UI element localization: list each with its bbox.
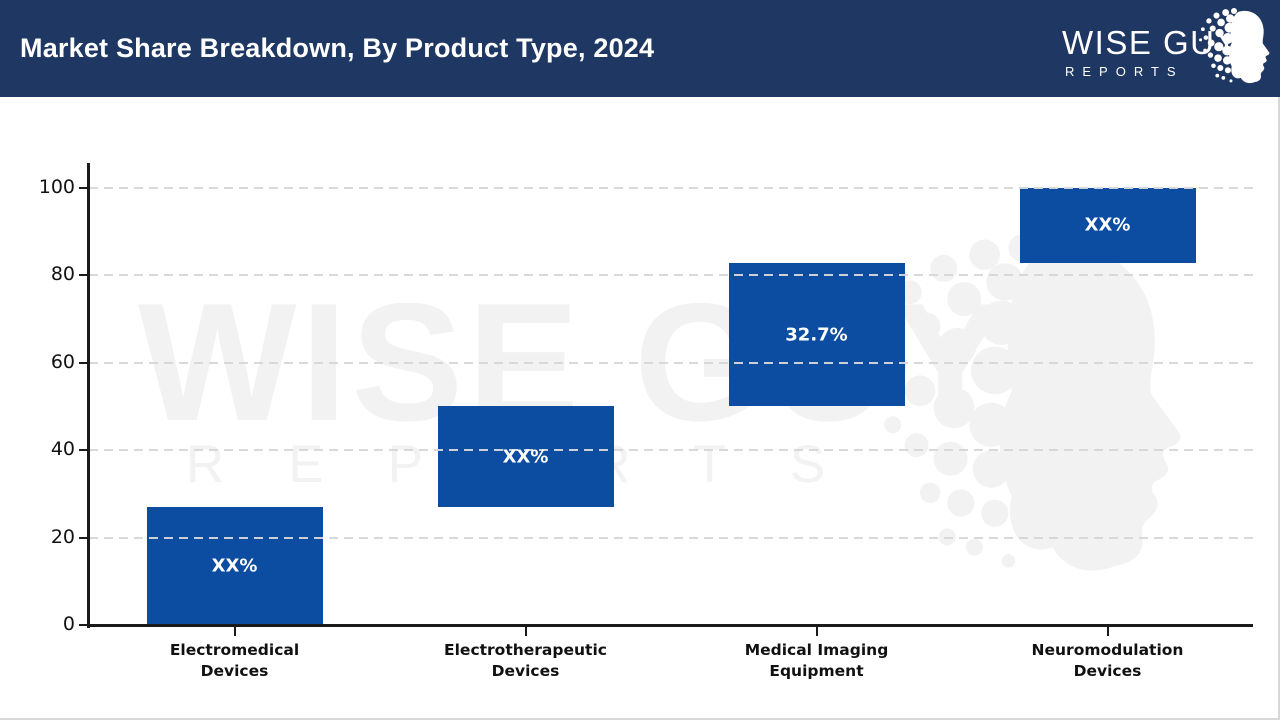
y-tick-mark (79, 186, 88, 189)
y-tick-label: 100 (38, 175, 75, 198)
y-tick-mark (79, 361, 88, 364)
x-category-label-line: Medical Imaging (744, 641, 889, 659)
x-category-label-line: Neuromodulation (1031, 641, 1184, 659)
y-tick-mark (79, 449, 88, 451)
page-bottom-border (0, 718, 1280, 720)
x-tick-mark (815, 627, 818, 636)
chart-title: Market Share Breakdown, By Product Type,… (20, 33, 655, 63)
bar-2 (437, 406, 614, 507)
gridline-20 (89, 536, 1253, 539)
x-category-label: Neuromodulation Devices (968, 640, 1248, 682)
bar-value-label: XX% (211, 555, 258, 577)
gridline-100 (89, 186, 1253, 189)
x-category-label-line: Electrotherapeutic (444, 641, 607, 659)
header-bar: Market Share Breakdown, By Product Type,… (0, 0, 1280, 97)
gridline-60 (89, 361, 1253, 364)
gridline-80 (89, 274, 1253, 276)
x-category-label: Medical Imaging Equipment (677, 640, 957, 682)
x-category-label-line: Equipment (769, 661, 864, 680)
y-tick-mark (79, 274, 88, 276)
brand-face-icon (1199, 7, 1270, 84)
x-category-label-line: Electromedical (169, 641, 300, 659)
bar-value-label: 32.7% (785, 324, 848, 346)
y-tick-label: 80 (50, 263, 75, 285)
x-tick-mark (524, 627, 527, 636)
bar-1 (146, 506, 323, 625)
y-tick-label: 20 (50, 525, 75, 548)
x-axis-line (87, 624, 1253, 627)
brand-subtitle: REPORTS (1065, 64, 1184, 79)
brand-logo: WISE GUY REPORTS (1022, 4, 1272, 94)
x-tick-mark (233, 627, 236, 636)
y-axis-line (87, 163, 90, 628)
y-tick-mark (79, 624, 88, 626)
y-tick-label: 40 (50, 438, 75, 460)
gridline-40 (89, 449, 1253, 451)
bar-value-label: XX% (1084, 214, 1131, 236)
y-tick-label: 0 (62, 613, 75, 635)
y-tick-mark (79, 536, 88, 539)
x-category-label-line: Devices (491, 661, 560, 680)
x-category-label: Electrotherapeutic Devices (386, 640, 666, 682)
bar-value-label: XX% (502, 446, 549, 468)
page-right-border (1278, 97, 1280, 720)
x-tick-mark (1106, 627, 1109, 636)
x-category-label: Electromedical Devices (95, 640, 375, 682)
bar-4 (1019, 187, 1196, 264)
y-tick-label: 60 (50, 350, 75, 373)
bar-3 (728, 263, 905, 407)
x-category-label-line: Devices (1073, 661, 1142, 680)
x-category-label-line: Devices (200, 661, 269, 680)
